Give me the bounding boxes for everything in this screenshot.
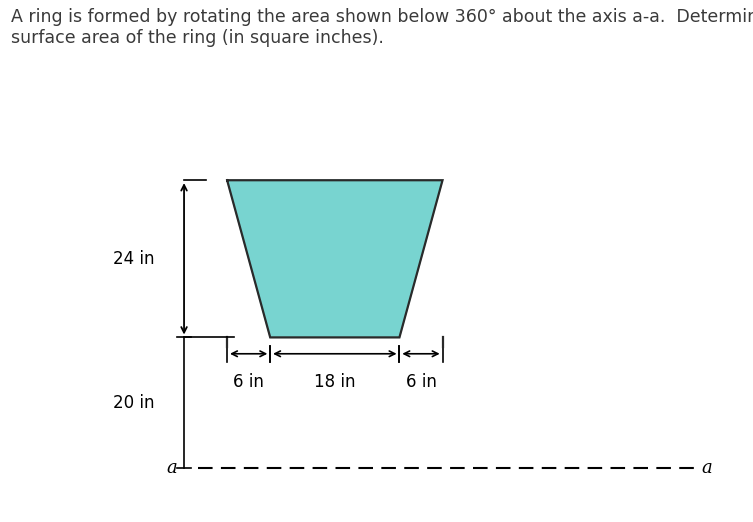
Text: a: a <box>166 459 177 478</box>
Text: a: a <box>701 459 712 478</box>
Text: A ring is formed by rotating the area shown below 360° about the axis a-a.  Dete: A ring is formed by rotating the area sh… <box>11 8 753 46</box>
Text: 24 in: 24 in <box>113 250 154 268</box>
Polygon shape <box>227 180 443 337</box>
Text: 18 in: 18 in <box>314 373 355 392</box>
Text: 20 in: 20 in <box>113 394 154 412</box>
Text: 6 in: 6 in <box>233 373 264 392</box>
Text: 6 in: 6 in <box>406 373 437 392</box>
